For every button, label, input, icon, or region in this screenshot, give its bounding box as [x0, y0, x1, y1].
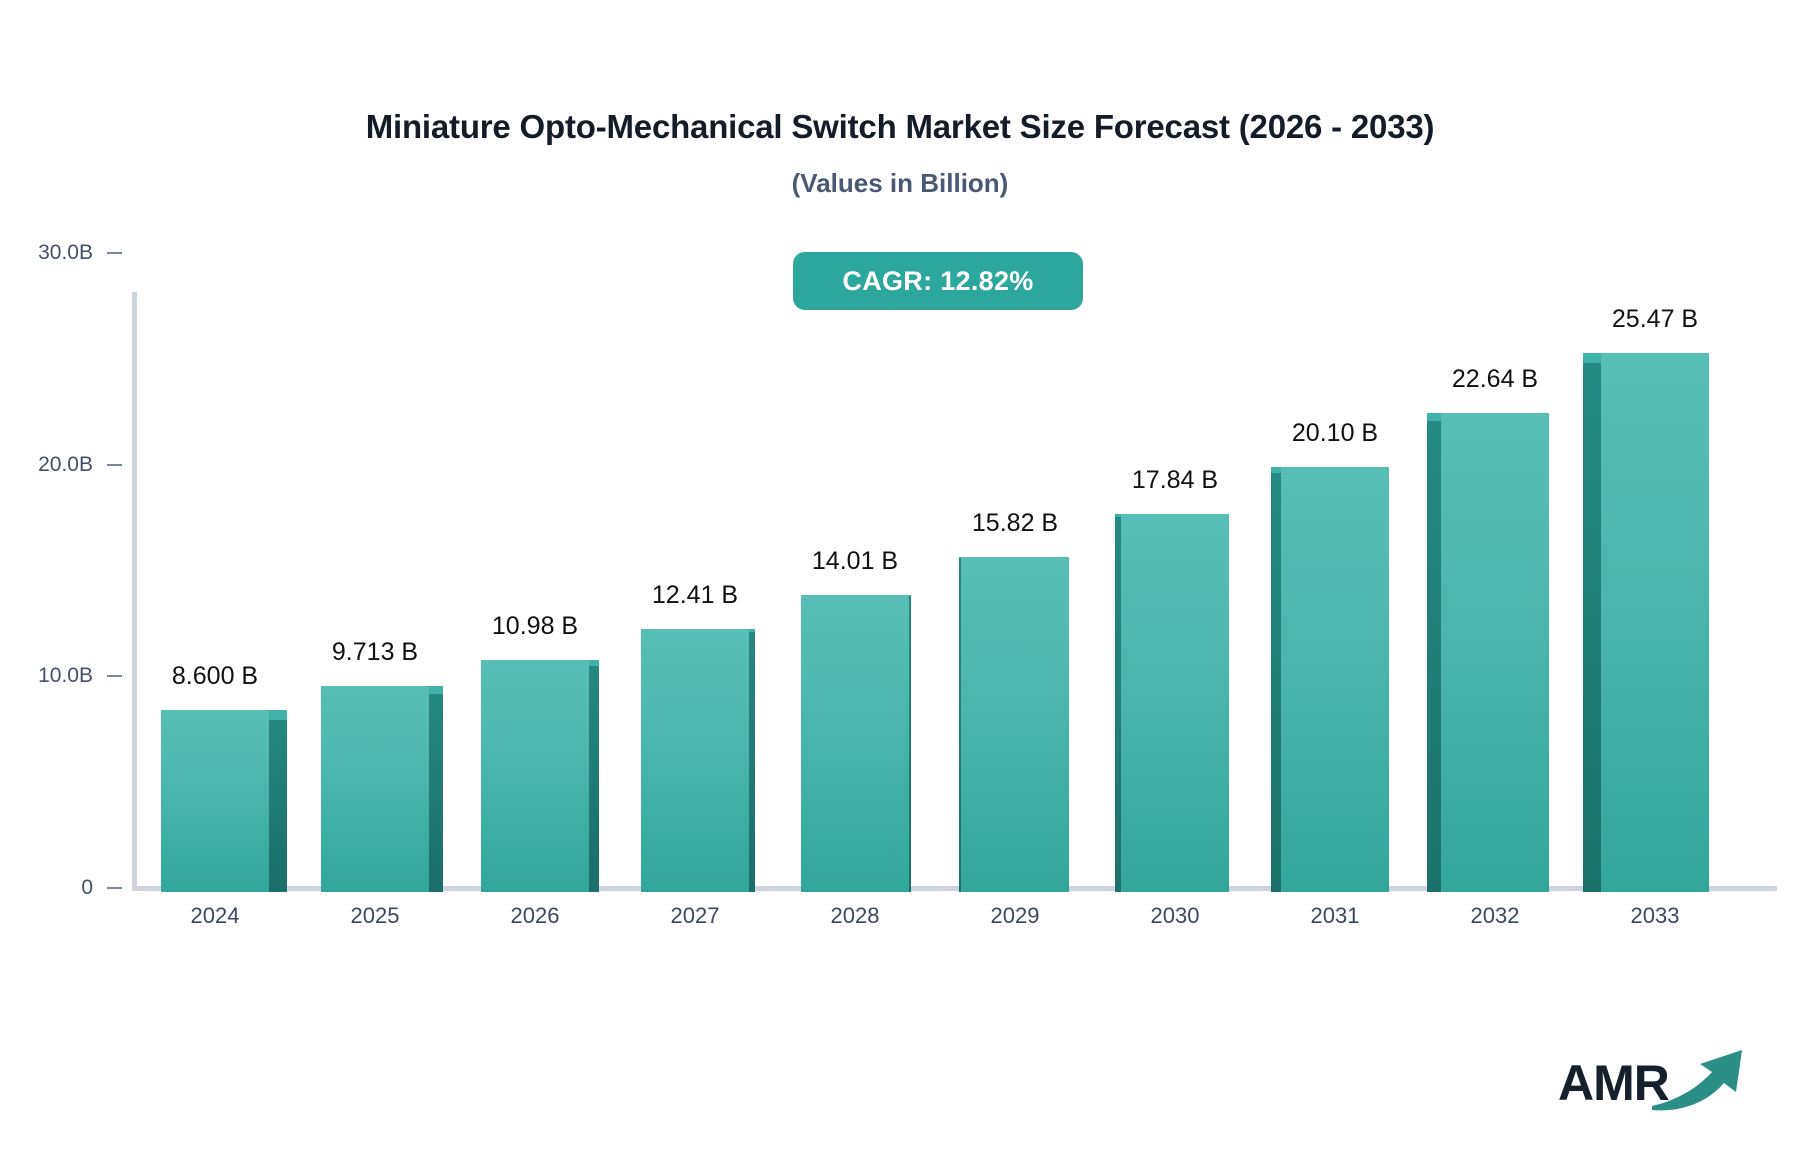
bar-front-face	[1441, 412, 1549, 892]
bar-top-face	[269, 709, 287, 720]
x-axis-tick-label: 2024	[190, 903, 240, 928]
bar-column[interactable]	[1583, 352, 1709, 892]
x-axis-tick-label: 2033	[1630, 903, 1680, 928]
page-title: Miniature Opto-Mechanical Switch Market …	[365, 108, 1435, 145]
logo-text: AMR	[1558, 1055, 1670, 1111]
y-axis-tick-mark	[107, 252, 122, 254]
bar-top-face	[959, 557, 961, 559]
bar-top-face	[749, 629, 755, 633]
y-axis-tick-label: 30.0B	[38, 241, 93, 264]
chart-subtitle: (Values in Billion)	[791, 168, 1009, 198]
y-axis-tick-mark	[107, 887, 122, 889]
bar-value-label: 20.10 B	[1291, 418, 1379, 447]
growth-arrow-icon	[1652, 1050, 1742, 1111]
bar-side-face	[1271, 472, 1281, 892]
x-axis-tick-label: 2025	[350, 903, 400, 928]
bar-top-face	[909, 595, 911, 597]
bar-front-face	[1281, 466, 1389, 892]
bar-column[interactable]	[1271, 466, 1389, 892]
bar-value-label: 9.713 B	[331, 638, 419, 667]
x-axis-tick-label: 2028	[830, 903, 880, 928]
y-axis-tick: 0	[0, 876, 122, 899]
bar-front-face	[801, 595, 909, 892]
bar-column[interactable]	[321, 686, 443, 892]
y-axis-tick-label: 0	[81, 876, 93, 899]
x-axis-tick-label: 2026	[510, 903, 560, 928]
bar-side-face	[749, 632, 755, 892]
bar-top-face	[1427, 412, 1441, 421]
bar-column[interactable]	[801, 595, 911, 892]
y-axis-tick-label: 10.0B	[38, 664, 93, 688]
bar-top-face	[1271, 466, 1281, 473]
cagr-badge: CAGR: 12.82%	[793, 252, 1083, 310]
bar-front-face	[961, 557, 1069, 892]
bar-front-face	[1121, 514, 1229, 892]
x-axis-line	[132, 886, 1777, 891]
bar-value-label: 10.98 B	[491, 611, 579, 640]
bar-side-face	[269, 719, 287, 892]
bar-value-label: 8.600 B	[171, 661, 259, 690]
bar-value-label: 14.01 B	[811, 547, 899, 576]
y-axis-tick: 20.0B	[0, 452, 122, 476]
bar-side-face	[589, 665, 599, 892]
bar-side-face	[1583, 362, 1601, 892]
bar-top-face	[1115, 514, 1121, 518]
bar-front-face	[641, 629, 749, 892]
x-axis-tick-label: 2031	[1310, 903, 1360, 928]
plot-area	[132, 290, 1752, 892]
bar-front-face	[161, 709, 269, 892]
bar-value-label: 15.82 B	[971, 509, 1059, 538]
bar-front-face	[321, 686, 429, 892]
x-axis-tick-label: 2027	[670, 903, 720, 928]
amr-logo: AMR	[1558, 1046, 1748, 1118]
y-axis-tick: 30.0B	[0, 241, 122, 264]
bar-side-face	[429, 694, 443, 892]
x-axis-tick-label: 2029	[990, 903, 1040, 928]
y-axis-tick-mark	[107, 463, 122, 466]
bar-side-face	[1427, 420, 1441, 892]
bar-front-face	[481, 659, 589, 892]
bar-value-label: 17.84 B	[1131, 466, 1219, 495]
bar-value-label: 22.64 B	[1451, 364, 1539, 393]
y-axis-line	[132, 292, 137, 890]
bar-side-face	[1115, 517, 1121, 892]
y-axis-tick-label: 20.0B	[38, 452, 93, 476]
x-axis-tick-label: 2030	[1150, 903, 1200, 928]
bar-column[interactable]	[641, 629, 755, 892]
bar-side-face	[909, 596, 911, 892]
bar-top-face	[589, 659, 599, 666]
bar-value-label: 25.47 B	[1611, 304, 1699, 333]
bar-column[interactable]	[1115, 514, 1229, 892]
bar-front-face	[1601, 352, 1709, 892]
bar-top-face	[1583, 352, 1601, 363]
y-axis-tick-mark	[107, 675, 122, 678]
y-axis-tick: 10.0B	[0, 664, 122, 688]
bar-top-face	[429, 686, 443, 695]
bar-column[interactable]	[959, 557, 1069, 892]
x-axis-tick-label: 2032	[1470, 903, 1520, 928]
bar-column[interactable]	[481, 659, 599, 892]
bar-column[interactable]	[1427, 412, 1549, 892]
bar-column[interactable]	[161, 709, 287, 892]
bar-side-face	[959, 558, 961, 892]
bar-value-label: 12.41 B	[651, 581, 739, 610]
